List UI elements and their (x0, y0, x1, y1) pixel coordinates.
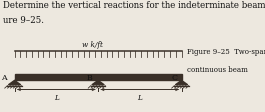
Text: Figure 9–25  Two-span: Figure 9–25 Two-span (187, 48, 265, 55)
Text: w k/ft: w k/ft (82, 40, 103, 48)
Text: Determine the vertical reactions for the indeterminate beam in Fig-: Determine the vertical reactions for the… (3, 1, 265, 10)
Text: C: C (171, 73, 177, 81)
Polygon shape (175, 81, 188, 85)
Text: ure 9–25.: ure 9–25. (3, 16, 44, 25)
Polygon shape (8, 81, 21, 85)
Text: L: L (137, 93, 142, 101)
Bar (15, 74, 182, 81)
Text: L: L (54, 93, 59, 101)
Text: continuous beam: continuous beam (187, 66, 248, 73)
Polygon shape (92, 81, 104, 85)
Text: B: B (87, 73, 93, 81)
Text: A: A (1, 73, 7, 81)
